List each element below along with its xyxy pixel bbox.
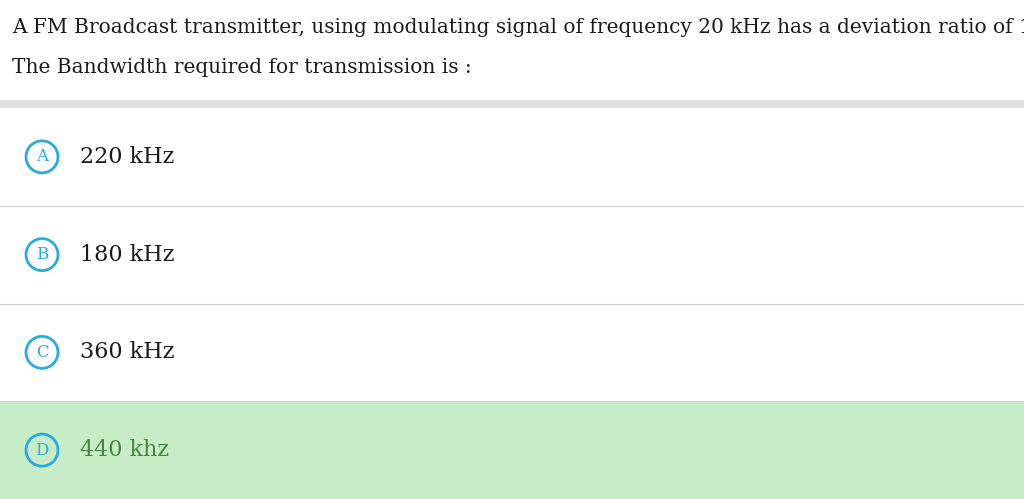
FancyBboxPatch shape <box>0 303 1024 401</box>
Text: 180 kHz: 180 kHz <box>80 244 174 265</box>
Text: 220 kHz: 220 kHz <box>80 146 174 168</box>
Text: The Bandwidth required for transmission is :: The Bandwidth required for transmission … <box>12 58 472 77</box>
Text: D: D <box>35 442 49 459</box>
Text: A FM Broadcast transmitter, using modulating signal of frequency 20 kHz has a de: A FM Broadcast transmitter, using modula… <box>12 18 1024 37</box>
Text: 360 kHz: 360 kHz <box>80 341 174 363</box>
FancyBboxPatch shape <box>0 401 1024 499</box>
FancyBboxPatch shape <box>0 206 1024 303</box>
Text: B: B <box>36 246 48 263</box>
FancyBboxPatch shape <box>0 108 1024 206</box>
Text: 440 khz: 440 khz <box>80 439 169 461</box>
FancyBboxPatch shape <box>0 100 1024 108</box>
Text: C: C <box>36 344 48 361</box>
Text: A: A <box>36 148 48 165</box>
FancyBboxPatch shape <box>0 0 1024 100</box>
